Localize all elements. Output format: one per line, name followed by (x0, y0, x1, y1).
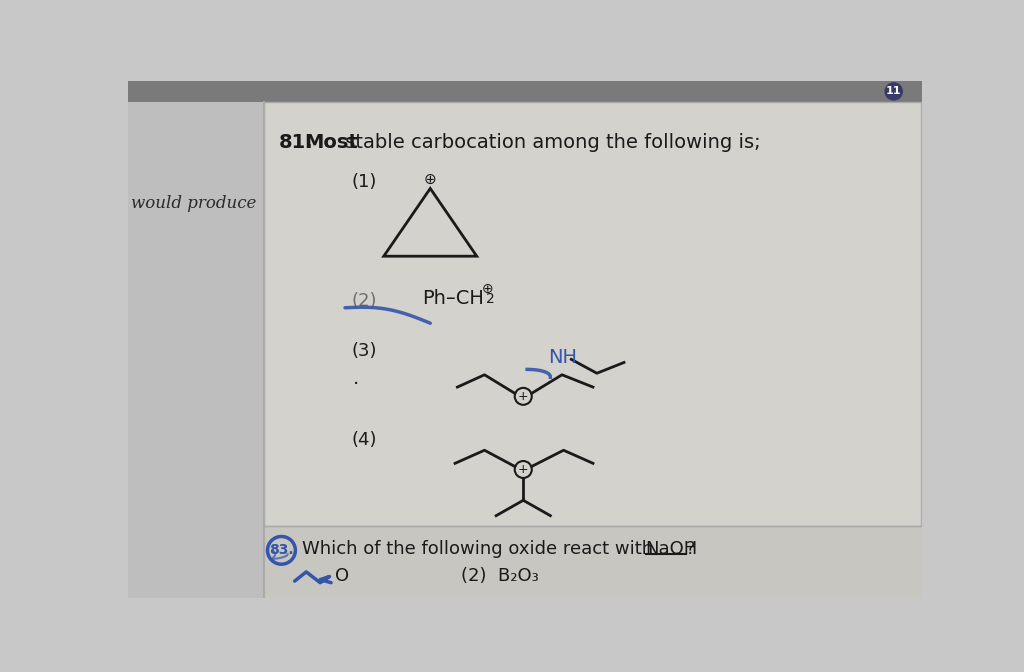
Circle shape (885, 82, 903, 101)
Text: ⊕: ⊕ (424, 172, 436, 187)
Bar (128, 81, 922, 102)
Text: .: . (352, 370, 359, 388)
Text: NH: NH (548, 348, 578, 368)
Text: ⊕: ⊕ (481, 282, 493, 296)
Text: Ph–CH: Ph–CH (423, 288, 484, 308)
Text: stable carbocation among the following is;: stable carbocation among the following i… (339, 133, 761, 152)
Bar (263, 102, 922, 526)
Text: Which of the following oxide react with: Which of the following oxide react with (302, 540, 659, 558)
Text: +: + (518, 463, 528, 476)
Text: NaOH: NaOH (646, 540, 698, 558)
Text: ?: ? (686, 540, 695, 558)
Text: 81.: 81. (280, 133, 313, 152)
Text: +: + (518, 390, 528, 403)
Bar (263, 526, 922, 598)
Text: (3): (3) (351, 343, 377, 360)
Text: 83.: 83. (269, 544, 294, 557)
Text: 11: 11 (886, 87, 901, 96)
Bar (128, 102, 263, 598)
Text: 2: 2 (486, 292, 495, 306)
Text: O: O (335, 567, 349, 585)
Bar (263, 102, 921, 526)
Text: would produce: would produce (131, 196, 257, 212)
Text: (1): (1) (351, 173, 377, 191)
Text: (2): (2) (351, 292, 377, 310)
Text: (4): (4) (351, 431, 377, 449)
Text: (2)  B₂O₃: (2) B₂O₃ (461, 567, 539, 585)
Text: Most: Most (305, 133, 358, 152)
